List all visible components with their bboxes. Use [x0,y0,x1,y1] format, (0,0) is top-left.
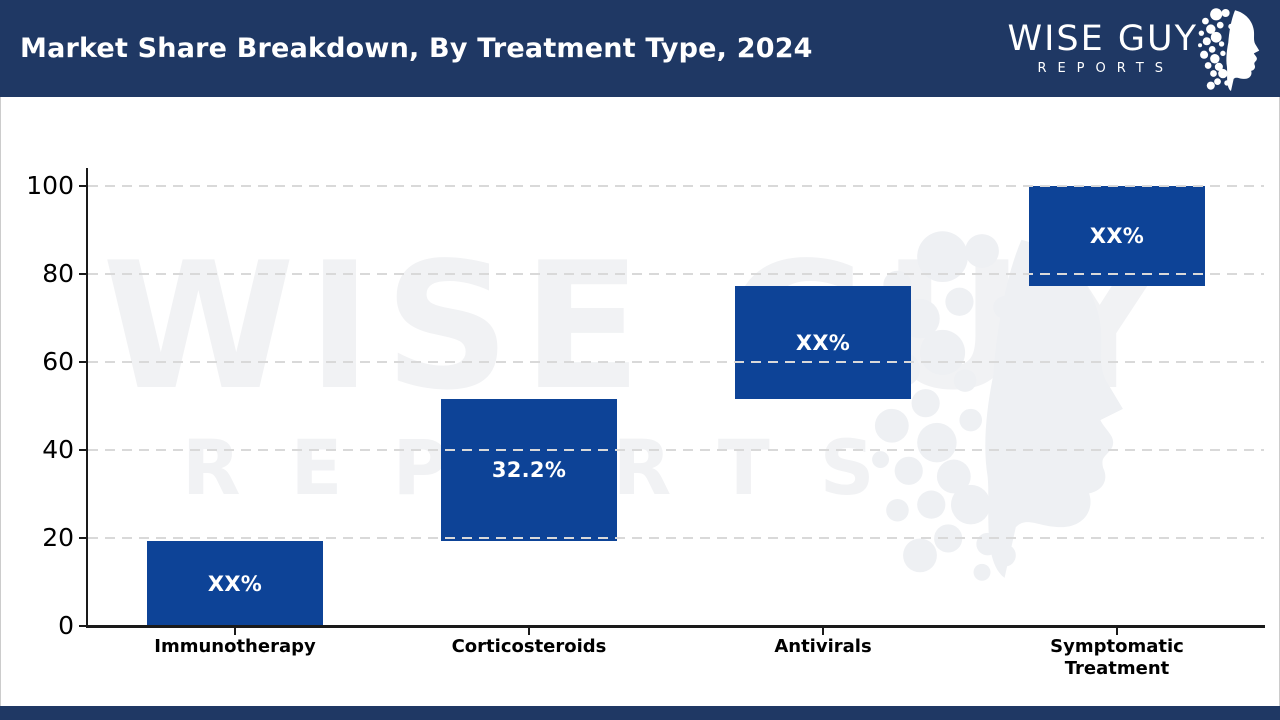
bar-immunotherapy: XX% [146,541,324,626]
bar-antivirals: XX% [734,286,912,400]
x-tick-label-antivirals: Antivirals [774,636,872,657]
plot-area: 0 20 40 60 80 100 XX% Immunotherapy 32.2% Cortico… [0,97,1280,706]
gridline-60 [88,361,1264,363]
bar-label-immunotherapy: XX% [207,571,263,596]
watermark-wise-guy: WISE GUY [102,226,1176,429]
x-tick-label-symptomatic-treatment: Symptomatic Treatment [1050,636,1184,679]
y-tick-label-80: 80 [42,259,74,288]
bar-label-antivirals: XX% [795,330,851,355]
x-tick-immunotherapy [234,628,236,635]
brand-logo-text: WISE GUY REPORTS [1007,20,1198,76]
bar-corticosteroids: 32.2% [440,399,618,542]
y-tick-60 [79,361,86,363]
x-tick-corticosteroids [528,628,530,635]
x-tick-antivirals [822,628,824,635]
brand-logo: WISE GUY REPORTS [1007,6,1270,94]
y-tick-label-40: 40 [42,435,74,464]
x-axis-line [86,625,1265,628]
x-tick-label-corticosteroids: Corticosteroids [451,636,607,657]
y-tick-80 [79,273,86,275]
chart-title: Market Share Breakdown, By Treatment Typ… [20,33,813,64]
brand-logo-wise-guy: WISE GUY [1007,19,1198,59]
gridline-20 [88,537,1264,539]
brand-logo-reports: REPORTS [1037,61,1175,76]
y-tick-label-60: 60 [42,347,74,376]
gridline-80 [88,273,1264,275]
y-tick-100 [79,185,86,187]
header-bar: Market Share Breakdown, By Treatment Typ… [0,0,1280,97]
y-axis-line [86,168,88,628]
x-tick-symptomatic-treatment [1116,628,1118,635]
y-tick-label-20: 20 [42,523,74,552]
gridline-40 [88,449,1264,451]
y-tick-0 [79,625,86,627]
bar-label-symptomatic-treatment: XX% [1089,224,1145,249]
brand-logo-face-icon [1198,8,1260,92]
y-tick-20 [79,537,86,539]
y-tick-40 [79,449,86,451]
y-tick-label-0: 0 [58,611,74,640]
x-tick-label-immunotherapy: Immunotherapy [154,636,316,657]
bar-symptomatic-treatment: XX% [1028,186,1206,287]
bar-label-corticosteroids: 32.2% [491,458,567,483]
footer-bar [0,706,1280,720]
y-tick-label-100: 100 [26,171,74,200]
gridline-100 [88,185,1264,187]
face-silhouette [985,239,1123,578]
